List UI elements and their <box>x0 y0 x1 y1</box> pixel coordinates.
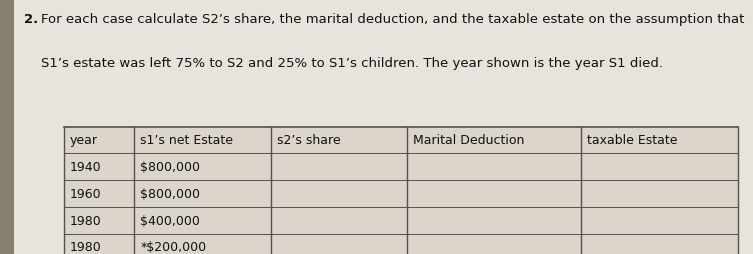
Text: Marital Deduction: Marital Deduction <box>413 134 525 147</box>
Text: *$200,000: *$200,000 <box>140 241 206 253</box>
Text: 2.: 2. <box>24 13 38 26</box>
Text: s1’s net Estate: s1’s net Estate <box>140 134 233 147</box>
Text: 1940: 1940 <box>70 161 102 173</box>
Text: 1960: 1960 <box>70 187 102 200</box>
Text: s2’s share: s2’s share <box>277 134 340 147</box>
Bar <box>0 0 14 254</box>
Text: $800,000: $800,000 <box>140 161 200 173</box>
Text: $400,000: $400,000 <box>140 214 200 227</box>
Text: 1980: 1980 <box>70 241 102 253</box>
Text: For each case calculate S2’s share, the marital deduction, and the taxable estat: For each case calculate S2’s share, the … <box>41 13 745 26</box>
Text: $800,000: $800,000 <box>140 187 200 200</box>
Bar <box>64 127 738 254</box>
Text: S1’s estate was left 75% to S2 and 25% to S1’s children. The year shown is the y: S1’s estate was left 75% to S2 and 25% t… <box>41 57 663 70</box>
Text: 1980: 1980 <box>70 214 102 227</box>
Text: taxable Estate: taxable Estate <box>587 134 678 147</box>
Text: year: year <box>70 134 98 147</box>
